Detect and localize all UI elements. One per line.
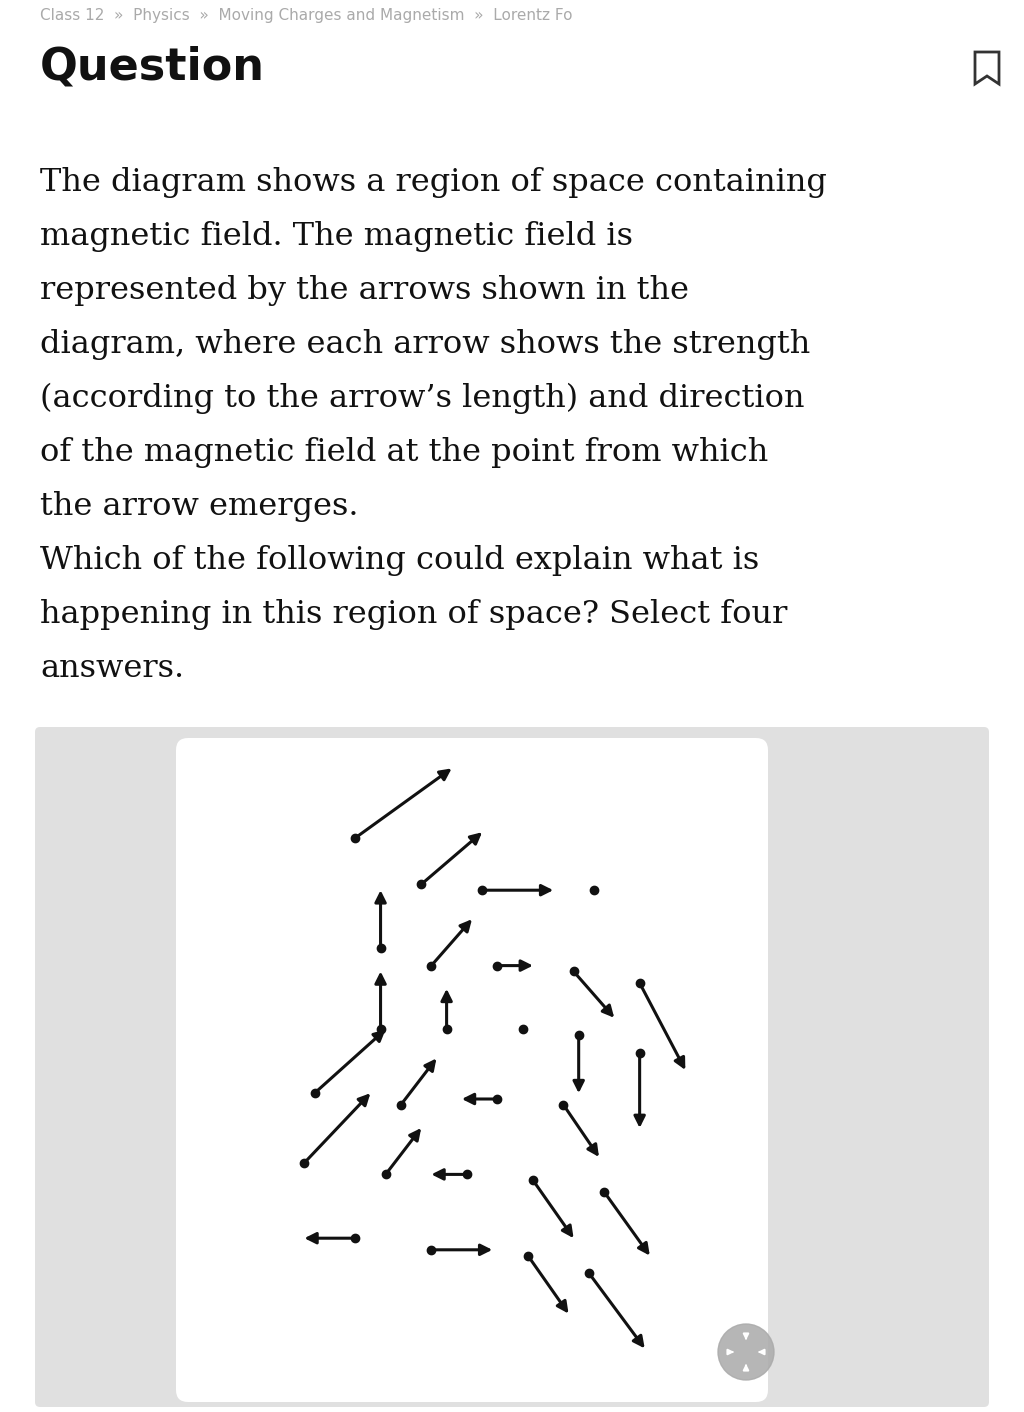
Text: (according to the arrow’s length) and direction: (according to the arrow’s length) and di… xyxy=(40,383,805,414)
Text: represented by the arrows shown in the: represented by the arrows shown in the xyxy=(40,275,689,306)
Text: diagram, where each arrow shows the strength: diagram, where each arrow shows the stre… xyxy=(40,329,810,360)
Text: happening in this region of space? Select four: happening in this region of space? Selec… xyxy=(40,599,787,630)
FancyBboxPatch shape xyxy=(35,727,989,1406)
Circle shape xyxy=(718,1324,774,1380)
Text: the arrow emerges.: the arrow emerges. xyxy=(40,491,358,522)
Text: The diagram shows a region of space containing: The diagram shows a region of space cont… xyxy=(40,167,826,198)
Text: Class 12  »  Physics  »  Moving Charges and Magnetism  »  Lorentz Fo: Class 12 » Physics » Moving Charges and … xyxy=(40,8,572,23)
Text: of the magnetic field at the point from which: of the magnetic field at the point from … xyxy=(40,436,768,467)
FancyBboxPatch shape xyxy=(176,738,768,1402)
Text: Which of the following could explain what is: Which of the following could explain wha… xyxy=(40,545,759,576)
Text: magnetic field. The magnetic field is: magnetic field. The magnetic field is xyxy=(40,222,633,251)
Text: answers.: answers. xyxy=(40,652,184,683)
Text: Question: Question xyxy=(40,45,265,88)
